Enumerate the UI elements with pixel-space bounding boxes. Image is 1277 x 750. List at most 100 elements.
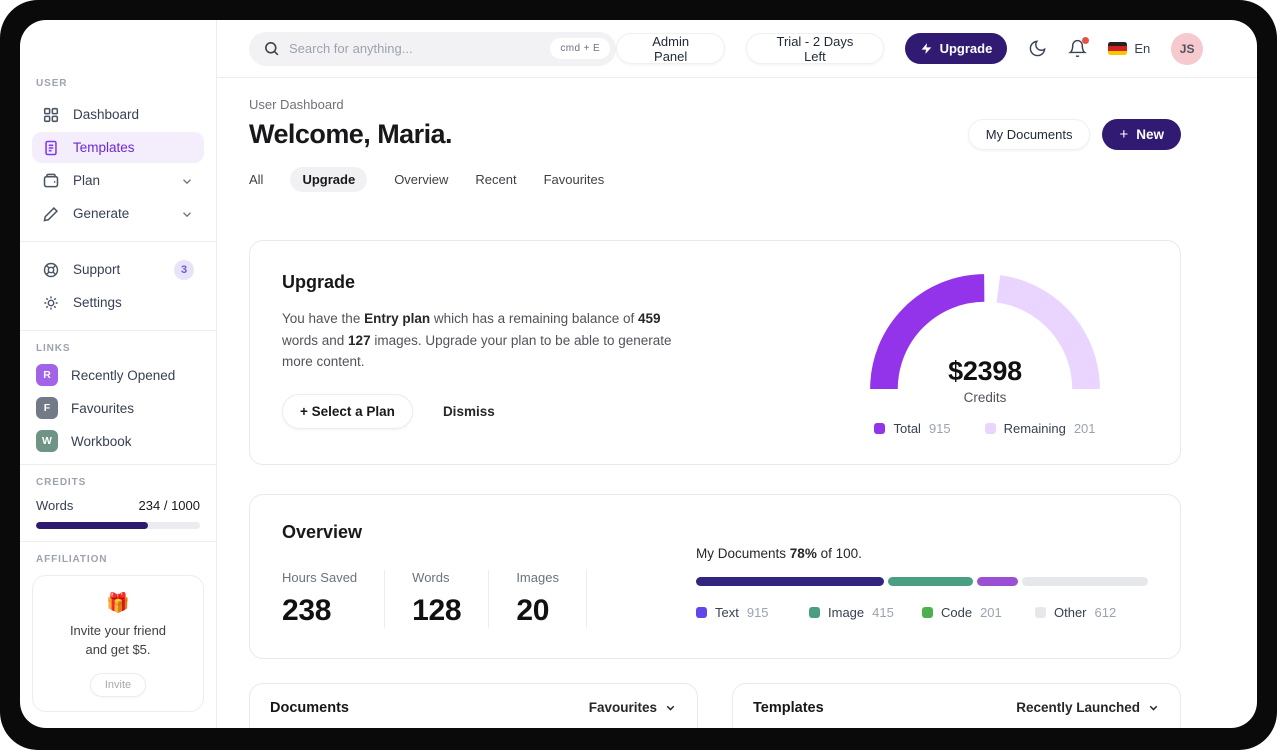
- moon-icon: [1030, 40, 1046, 57]
- search-input[interactable]: [289, 41, 551, 56]
- sidebar-item-dashboard[interactable]: Dashboard: [32, 99, 204, 130]
- legend-label: Other: [1054, 604, 1087, 620]
- tab-overview[interactable]: Overview: [394, 172, 449, 187]
- stat-value: 238: [282, 593, 332, 627]
- affiliation-line1: Invite your friend: [69, 623, 167, 638]
- new-button[interactable]: + New: [1102, 119, 1181, 150]
- sidebar-item-settings[interactable]: Settings: [32, 287, 204, 318]
- progress-percent: 78%: [789, 545, 817, 561]
- title-row: Welcome, Maria. My Documents + New: [249, 119, 1181, 150]
- select-plan-button[interactable]: + Select a Plan: [282, 393, 413, 429]
- legend-item-other: Other 612: [1035, 605, 1148, 620]
- documents-progress: My Documents 78% of 100. Text 915: [696, 546, 1148, 628]
- search-bar[interactable]: cmd + E: [249, 31, 617, 66]
- legend-item-total: Total 915: [874, 421, 951, 436]
- bar-segment-other: [1022, 576, 1148, 586]
- sidebar-divider: [20, 241, 216, 242]
- bar-segment-text: [696, 576, 884, 586]
- documents-filter-dropdown[interactable]: Favourites: [589, 700, 677, 715]
- trial-button[interactable]: Trial - 2 Days Left: [746, 33, 884, 64]
- legend-item-remaining: Remaining 201: [984, 420, 1096, 436]
- admin-panel-button[interactable]: Admin Panel: [616, 33, 726, 64]
- germany-flag-icon: [1108, 42, 1128, 55]
- tab-upgrade[interactable]: Upgrade: [290, 167, 368, 192]
- stat-words: Words 128: [412, 569, 490, 628]
- search-icon: [265, 42, 279, 56]
- sidebar-item-label: Dashboard: [73, 107, 140, 122]
- upgrade-card-left: Upgrade You have the Entry plan which ha…: [282, 272, 684, 436]
- tab-all[interactable]: All: [249, 172, 264, 187]
- affiliation-card: 🎁 Invite your friend and get $5. Invite: [32, 575, 204, 712]
- link-label: Workbook: [71, 433, 132, 449]
- credits-gauge: $2398 Credits Total 915 Remaining: [862, 272, 1108, 436]
- chevron-down-icon: [180, 174, 194, 188]
- topbar: cmd + E Admin Panel Trial - 2 Days Left …: [217, 20, 1257, 78]
- legend-swatch: [1035, 606, 1046, 618]
- gauge-chart: $2398 Credits: [868, 272, 1102, 409]
- legend-label: Text: [715, 604, 739, 620]
- template-icon: [42, 139, 60, 157]
- overview-card: Overview Hours Saved 238 Words 128 Image…: [249, 493, 1181, 659]
- legend-swatch: [809, 606, 820, 618]
- images-balance: 127: [348, 332, 371, 348]
- legend-item-text: Text 915: [696, 605, 809, 620]
- dismiss-button[interactable]: Dismiss: [442, 403, 495, 419]
- dark-mode-toggle[interactable]: [1028, 39, 1047, 58]
- tab-bar: All Upgrade Overview Recent Favourites: [249, 167, 1181, 192]
- credits-words: Words 234 / 1000: [36, 498, 200, 513]
- legend-value: 612: [1094, 604, 1117, 620]
- sidebar-link-favourites[interactable]: F Favourites: [36, 397, 200, 419]
- sidebar-item-plan[interactable]: Plan: [32, 165, 204, 196]
- stat-value: 20: [516, 593, 550, 627]
- wallet-icon: [42, 172, 60, 190]
- tab-favourites[interactable]: Favourites: [543, 172, 605, 187]
- content-area: User Dashboard Welcome, Maria. My Docume…: [217, 78, 1257, 728]
- sidebar-item-support[interactable]: Support 3: [32, 254, 204, 285]
- notifications-button[interactable]: [1068, 37, 1090, 58]
- invite-button[interactable]: Invite: [89, 672, 147, 697]
- gauge-filled-arc: [870, 274, 985, 390]
- legend-swatch: [984, 422, 996, 434]
- documents-card: Documents Favourites Untitled Document i…: [249, 682, 698, 728]
- words-balance: 459: [637, 311, 661, 326]
- new-button-label: New: [1136, 127, 1164, 142]
- legend-swatch: [696, 606, 707, 618]
- filter-label: Favourites: [588, 700, 657, 716]
- bottom-row: Documents Favourites Untitled Document i…: [249, 682, 1181, 728]
- sidebar-item-label: Settings: [73, 295, 122, 310]
- plus-icon: +: [1119, 126, 1129, 143]
- main-column: cmd + E Admin Panel Trial - 2 Days Left …: [217, 20, 1257, 728]
- upgrade-button[interactable]: Upgrade: [904, 33, 1008, 64]
- app-window: USER Dashboard Templates Plan Generate S…: [20, 20, 1257, 728]
- avatar[interactable]: JS: [1171, 32, 1203, 65]
- stat-value: 128: [412, 593, 462, 627]
- legend-item-code: Code 201: [922, 605, 1035, 620]
- tab-recent[interactable]: Recent: [475, 172, 517, 187]
- upgrade-card-body: You have the Entry plan which has a rema…: [282, 308, 684, 373]
- legend-swatch: [922, 606, 933, 618]
- language-label: En: [1134, 41, 1151, 56]
- title-actions: My Documents + New: [967, 119, 1181, 150]
- sidebar-section-credits-label: CREDITS: [36, 477, 87, 488]
- link-initial-badge: W: [36, 430, 58, 452]
- grid-icon: [42, 106, 60, 124]
- sidebar-item-templates[interactable]: Templates: [32, 132, 204, 163]
- gauge-value: $2398: [948, 355, 1022, 386]
- upgrade-card-title: Upgrade: [282, 272, 356, 292]
- sidebar-item-label: Support: [73, 262, 121, 277]
- breadcrumb: User Dashboard: [249, 97, 344, 112]
- support-badge: 3: [174, 259, 194, 280]
- sidebar-link-recently-opened[interactable]: R Recently Opened: [36, 364, 200, 386]
- my-documents-button[interactable]: My Documents: [967, 119, 1091, 150]
- gift-icon: 🎁: [106, 593, 130, 614]
- sidebar-link-workbook[interactable]: W Workbook: [36, 430, 200, 452]
- upgrade-card-actions: + Select a Plan Dismiss: [282, 393, 684, 429]
- sidebar-item-generate[interactable]: Generate: [32, 198, 204, 229]
- overview-card-title: Overview: [282, 521, 363, 542]
- sidebar-item-label: Plan: [73, 173, 101, 188]
- language-selector[interactable]: En: [1108, 41, 1150, 56]
- progress-title: My Documents 78% of 100.: [696, 546, 1148, 561]
- templates-filter-dropdown[interactable]: Recently Launched: [1016, 700, 1160, 715]
- legend-value: 201: [1073, 420, 1096, 436]
- link-initial-badge: R: [36, 364, 58, 386]
